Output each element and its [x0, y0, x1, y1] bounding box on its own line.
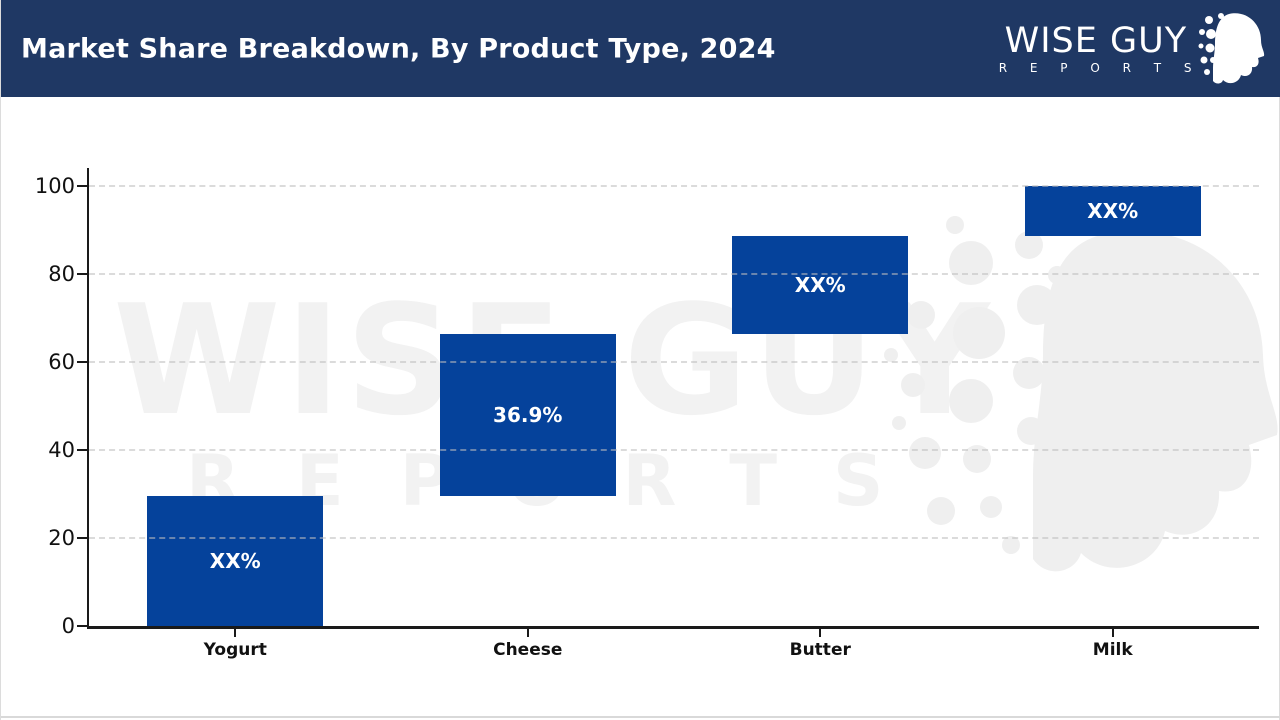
- header-bar: Market Share Breakdown, By Product Type,…: [1, 0, 1280, 97]
- bar-value-label: XX%: [1087, 199, 1139, 224]
- x-tick: [819, 629, 822, 637]
- bar-segment: XX%: [732, 236, 909, 334]
- bar-value-label: XX%: [794, 272, 846, 297]
- logo-subtext: R E P O R T S: [998, 60, 1201, 75]
- y-tick-label: 100: [34, 174, 75, 198]
- y-axis-line: [87, 168, 89, 629]
- x-tick: [1111, 629, 1114, 637]
- y-tick-label: 40: [48, 438, 75, 462]
- bar-value-label: 36.9%: [493, 403, 563, 427]
- y-tick-label: 20: [48, 526, 75, 550]
- x-tick: [526, 629, 529, 637]
- category-label: Butter: [789, 640, 851, 660]
- y-tick-label: 60: [48, 350, 75, 374]
- y-tick: [77, 537, 87, 539]
- gridline: [89, 361, 1259, 363]
- gridline: [89, 273, 1259, 275]
- wiseguy-logo-text: WISE GUY R E P O R T S: [991, 23, 1201, 75]
- y-tick-label: 0: [61, 614, 75, 638]
- x-axis-line: [87, 626, 1259, 629]
- category-label: Milk: [1092, 640, 1133, 660]
- gridline: [89, 185, 1259, 187]
- bar-segment: 36.9%: [439, 333, 616, 497]
- wiseguy-logo: WISE GUY R E P O R T S: [991, 6, 1267, 92]
- bar-segment: XX%: [147, 496, 324, 626]
- category-label: Yogurt: [203, 640, 267, 660]
- x-tick: [234, 629, 237, 637]
- gridline: [89, 449, 1259, 451]
- bottom-divider: [1, 716, 1280, 718]
- y-tick-label: 80: [48, 262, 75, 286]
- category-label: Cheese: [493, 640, 563, 660]
- logo-wordmark: WISE GUY: [1004, 21, 1188, 62]
- bar-value-label: XX%: [209, 549, 261, 574]
- gridline: [89, 537, 1259, 539]
- page-title: Market Share Breakdown, By Product Type,…: [21, 33, 776, 64]
- wiseguy-head-icon: [1198, 13, 1265, 84]
- y-tick: [77, 449, 87, 451]
- y-tick: [77, 361, 87, 363]
- y-tick: [77, 185, 87, 187]
- bar-segment: XX%: [1024, 186, 1201, 237]
- y-tick: [77, 273, 87, 275]
- y-tick: [77, 625, 87, 627]
- plot-area: 0 20 40 60 80 100 XX% Yogurt 36.9% Cheese XX% Butte…: [1, 97, 1280, 717]
